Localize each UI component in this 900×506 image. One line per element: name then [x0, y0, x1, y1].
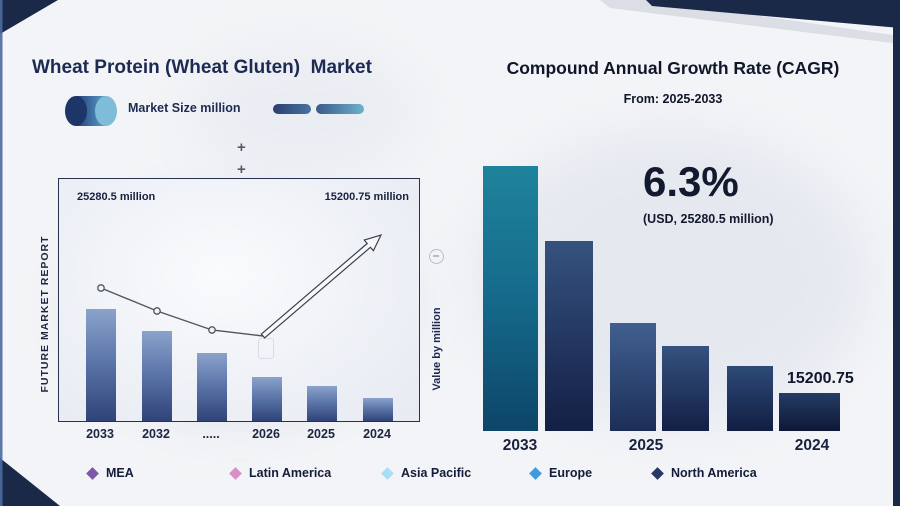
trend-line: [100, 287, 264, 337]
pill-decor-1: [273, 104, 311, 114]
legend-item-latin-america: Latin America: [229, 466, 332, 480]
growth-arrow-icon: [260, 234, 383, 339]
market-size-chart: 25280.5 million 15200.75 million: [58, 178, 420, 422]
top-right-band: [646, 0, 900, 28]
market-xlabel-.....: .....: [202, 427, 220, 441]
market-size-legend-label: Market Size million: [128, 101, 241, 115]
cagr-bar-2033-secondary: [545, 241, 593, 431]
legend-label: Europe: [549, 466, 593, 480]
trend-marker: [97, 284, 105, 292]
cagr-title: Compound Annual Growth Rate (CAGR): [506, 58, 840, 78]
plus-decor-1: +: [237, 139, 246, 156]
top-right-gray-band: [600, 0, 900, 44]
cagr-subtitle: From: 2025-2033: [623, 92, 723, 106]
legend-label: Latin America: [249, 466, 332, 480]
region-legend: MEA Latin America Asia Pacific Europe North …: [0, 464, 900, 486]
market-xlabel-2025: 2025: [307, 427, 335, 441]
cagr-xlabel-2033: 2033: [502, 437, 538, 454]
cagr-data-label: 15200.75: [787, 370, 854, 387]
legend-item-asia-pacific: Asia Pacific: [381, 466, 472, 480]
cylinder-icon: [65, 96, 117, 126]
legend-diamond-icon: [86, 466, 99, 480]
cagr-bar-2024-secondary: [779, 393, 840, 431]
legend-diamond-icon: [381, 466, 394, 480]
market-bar-2033: [86, 309, 116, 421]
market-xlabel-2026: 2026: [252, 427, 280, 441]
cagr-bar-2033-primary: [483, 166, 538, 431]
market-xlabel-2024: 2024: [363, 427, 391, 441]
market-size-x-axis: 2033 2032..... 2026 2025 2024: [58, 427, 420, 445]
legend-item-europe: Europe: [529, 466, 593, 480]
pill-decor-2: [316, 104, 364, 114]
value-annotation-2033: 25280.5 million: [77, 191, 156, 203]
value-annotation-2024: 15200.75 million: [324, 191, 409, 203]
cagr-x-axis: 2033 2025 2024: [470, 437, 880, 457]
legend-diamond-icon: [529, 466, 542, 480]
market-bar-.....: [197, 353, 227, 421]
market-bar-2024: [363, 398, 393, 421]
cagr-xlabel-2024: 2024: [794, 437, 830, 454]
legend-diamond-icon: [229, 466, 242, 480]
plus-decor-2: +: [237, 161, 246, 178]
value-axis-label: Value by million: [431, 307, 443, 391]
cagr-bar-2025-primary: [610, 323, 656, 431]
legend-item-north-america: North America: [651, 466, 757, 480]
market-bar-2026: [252, 377, 282, 421]
left-edge-strip: [0, 0, 3, 506]
legend-item-mea: MEA: [86, 466, 134, 480]
market-xlabel-2032: 2032: [142, 427, 170, 441]
legend-label: North America: [671, 466, 757, 480]
trend-marker: [153, 307, 161, 315]
legend-label: MEA: [106, 466, 134, 480]
market-bar-2025: [307, 386, 337, 421]
future-market-report-label: FUTURE MARKET REPORT: [39, 235, 51, 393]
market-bar-2032: [142, 331, 172, 421]
cagr-value: 6.3%: [643, 158, 739, 205]
cagr-bar-2024-primary: [727, 366, 773, 431]
document-icon: [258, 338, 274, 359]
legend-label: Asia Pacific: [401, 466, 472, 480]
cagr-note: (USD, 25280.5 million): [643, 212, 774, 226]
trend-overlay: [97, 234, 383, 339]
top-left-triangle: [0, 0, 58, 34]
market-xlabel-2033: 2033: [86, 427, 114, 441]
minus-circle-icon: [429, 249, 444, 264]
cagr-xlabel-2025: 2025: [628, 437, 664, 454]
right-edge-strip: [893, 0, 900, 506]
cagr-chart: [470, 160, 880, 431]
trend-marker: [208, 326, 216, 334]
market-title: Wheat Protein (Wheat Gluten) Market: [32, 57, 372, 78]
cagr-bar-2025-secondary: [662, 346, 709, 431]
legend-diamond-icon: [651, 466, 664, 480]
